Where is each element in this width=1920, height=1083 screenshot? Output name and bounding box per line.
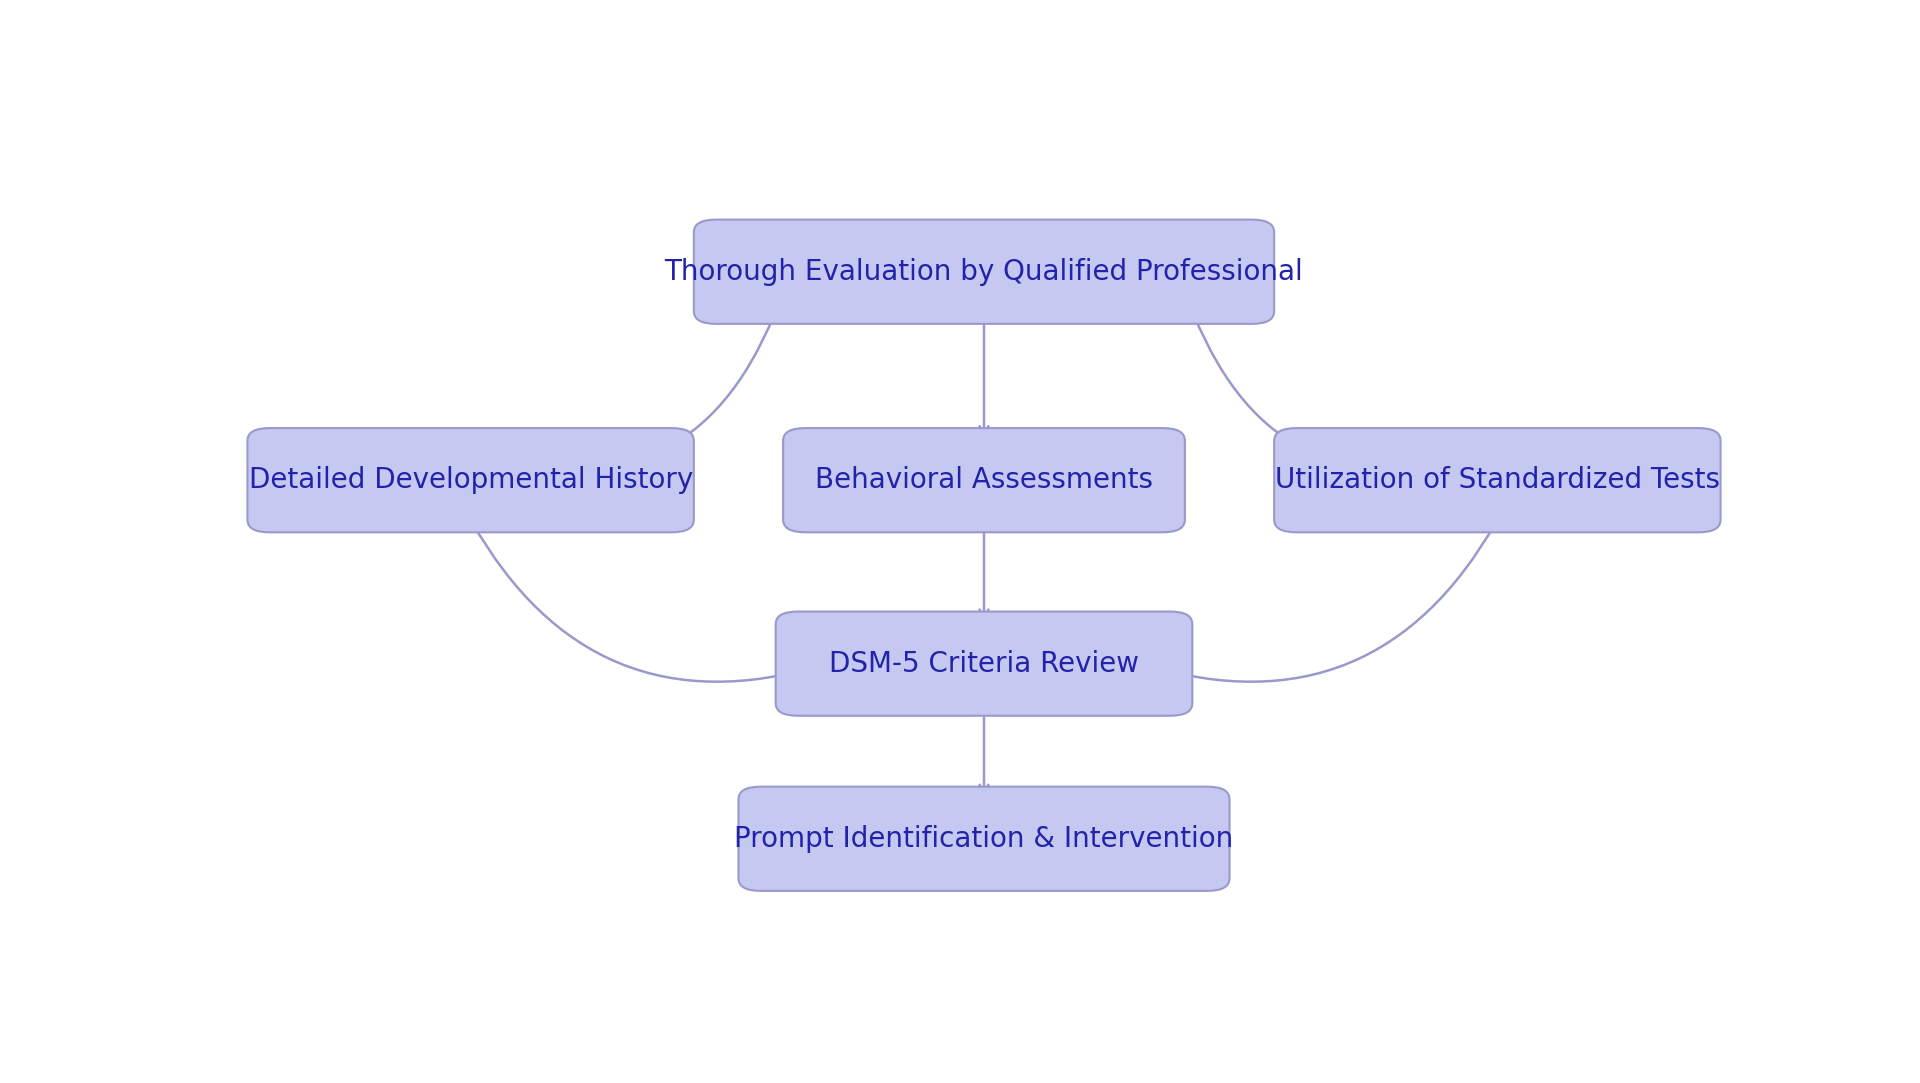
FancyBboxPatch shape	[776, 612, 1192, 716]
FancyBboxPatch shape	[739, 786, 1229, 891]
FancyBboxPatch shape	[1275, 428, 1720, 533]
Text: Detailed Developmental History: Detailed Developmental History	[248, 466, 693, 494]
Text: Prompt Identification & Intervention: Prompt Identification & Intervention	[733, 825, 1235, 852]
FancyBboxPatch shape	[693, 220, 1275, 324]
Text: Behavioral Assessments: Behavioral Assessments	[814, 466, 1154, 494]
FancyBboxPatch shape	[248, 428, 693, 533]
Text: Utilization of Standardized Tests: Utilization of Standardized Tests	[1275, 466, 1720, 494]
Text: DSM-5 Criteria Review: DSM-5 Criteria Review	[829, 650, 1139, 678]
FancyBboxPatch shape	[783, 428, 1185, 533]
Text: Thorough Evaluation by Qualified Professional: Thorough Evaluation by Qualified Profess…	[664, 258, 1304, 286]
